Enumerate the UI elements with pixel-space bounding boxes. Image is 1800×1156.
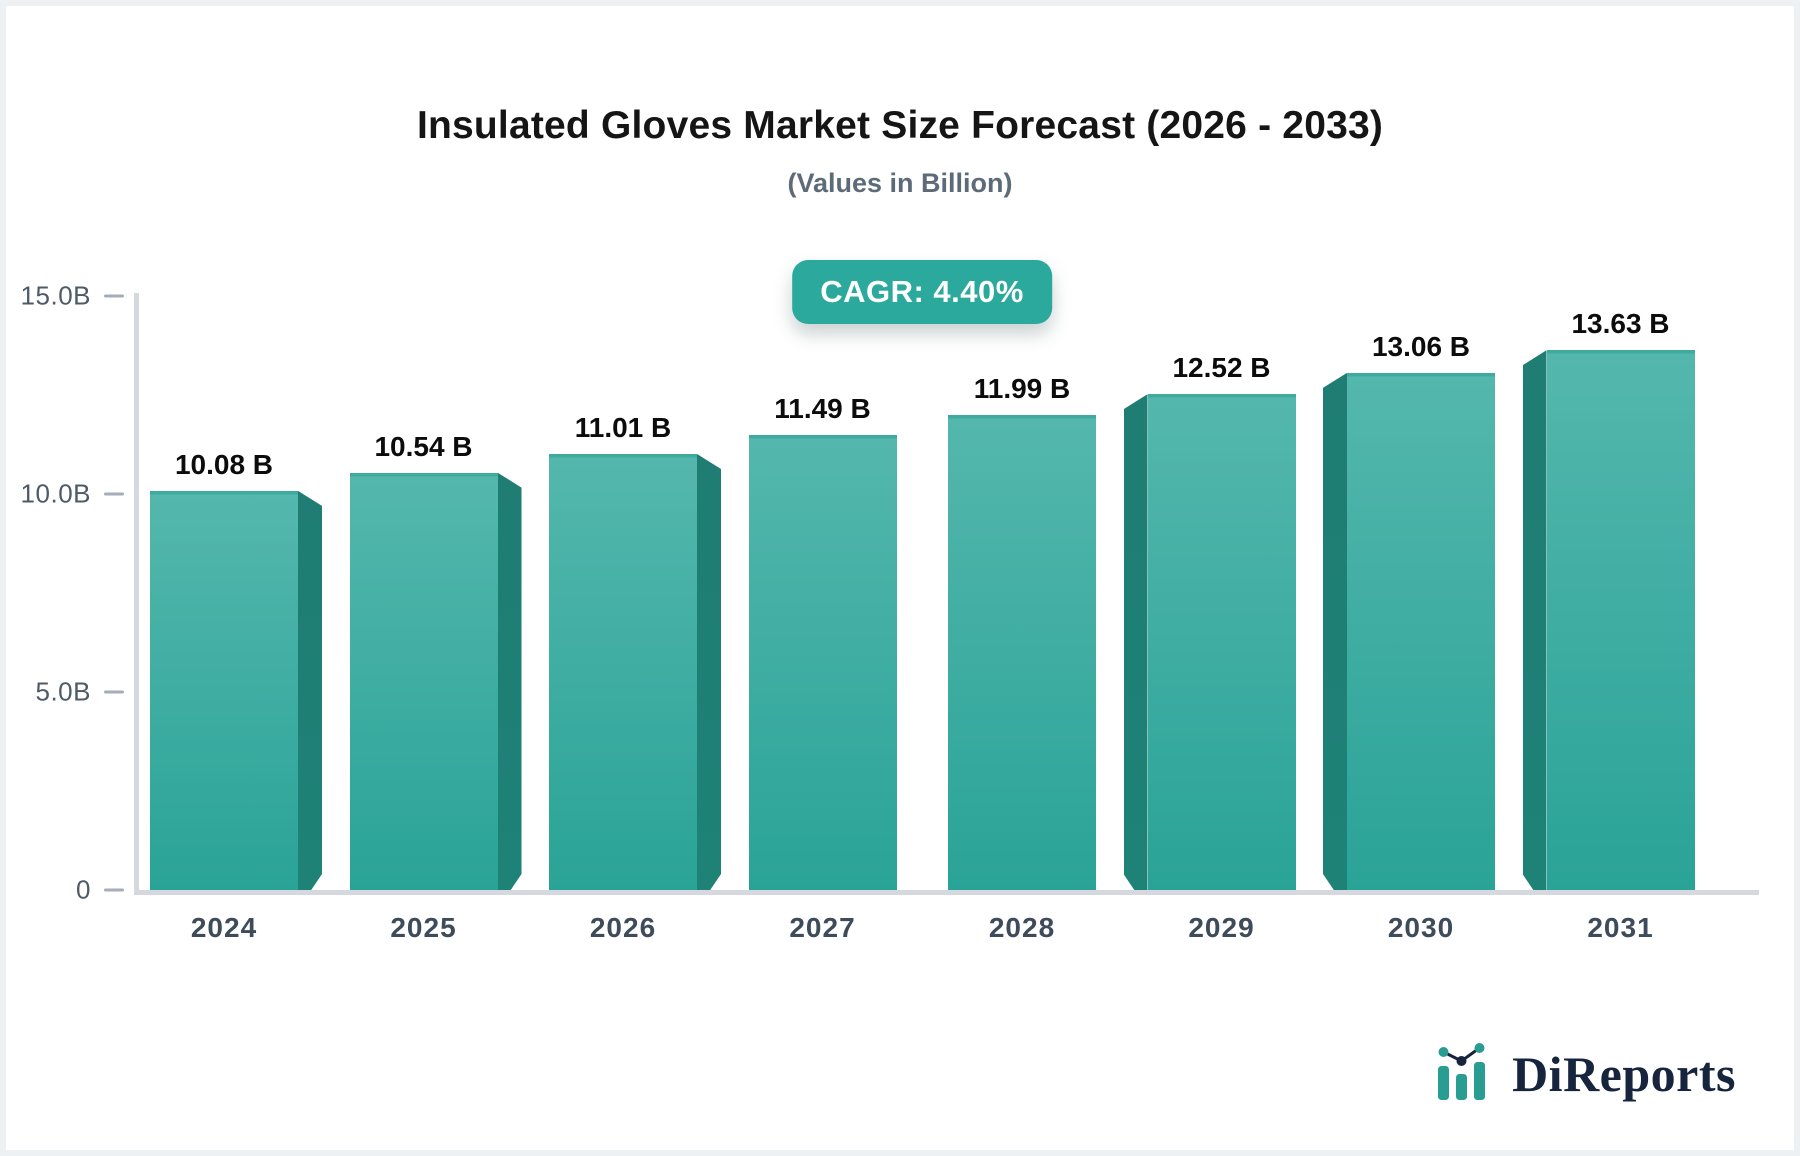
bar-side-2029 bbox=[1124, 394, 1148, 890]
bar-side-2025 bbox=[498, 473, 522, 890]
bar-value-label: 12.52 B bbox=[1172, 352, 1271, 384]
page-title: Insulated Gloves Market Size Forecast (2… bbox=[416, 104, 1384, 147]
logo: DiReports bbox=[1432, 1042, 1736, 1106]
bar-2025 bbox=[349, 472, 498, 890]
y-tick: 15.0B bbox=[6, 281, 124, 312]
x-axis-label: 2025 bbox=[390, 912, 457, 943]
y-tick-mark bbox=[104, 294, 124, 298]
bar-side-2024 bbox=[298, 491, 322, 890]
bar-2026 bbox=[549, 454, 697, 890]
x-axis-label: 2030 bbox=[1387, 912, 1455, 943]
x-axis-label: 2026 bbox=[589, 912, 657, 943]
bar-side-2030 bbox=[1323, 373, 1347, 890]
chart-area: 15.0B 10.0B 5.0B 0 10.08 B 2024 10.54 B 2025 11.… bbox=[6, 6, 1794, 1150]
bar-2028 bbox=[948, 415, 1096, 890]
bar-2031 bbox=[1546, 350, 1695, 890]
bar-value-label: 11.99 B bbox=[973, 373, 1071, 405]
chart-card: Insulated Gloves Market Size Forecast (2… bbox=[6, 6, 1794, 1150]
bar-value-label: 10.54 B bbox=[374, 430, 473, 462]
x-axis-label: 2024 bbox=[190, 912, 258, 943]
y-tick-label: 10.0B bbox=[20, 478, 91, 509]
y-tick-mark bbox=[104, 888, 124, 892]
bar-2024 bbox=[150, 490, 298, 890]
cagr-badge: CAGR: 4.40% bbox=[792, 260, 1052, 324]
bar-chart-logo-icon bbox=[1438, 1043, 1486, 1100]
bar-side-2026 bbox=[697, 454, 721, 890]
x-axis-label: 2029 bbox=[1188, 912, 1255, 943]
bar-value-label: 11.49 B bbox=[774, 392, 871, 424]
y-tick-label: 15.0B bbox=[20, 280, 91, 311]
y-axis-line bbox=[134, 293, 139, 895]
x-axis-baseline bbox=[134, 890, 1759, 895]
bar-2029 bbox=[1147, 394, 1296, 890]
y-tick: 5.0B bbox=[6, 677, 124, 708]
y-tick-mark bbox=[104, 690, 124, 694]
x-axis-label: 2027 bbox=[789, 912, 856, 943]
x-axis-label: 2031 bbox=[1587, 912, 1654, 943]
bar-value-label: 13.63 B bbox=[1571, 308, 1670, 340]
x-axis-label: 2028 bbox=[988, 912, 1056, 943]
bar-value-label: 11.01 B bbox=[574, 412, 672, 443]
bar-value-label: 10.08 B bbox=[174, 448, 274, 480]
bar-2027 bbox=[748, 434, 897, 890]
logo-text: DiReports bbox=[1512, 1046, 1736, 1102]
y-tick-mark bbox=[104, 492, 124, 496]
bar-value-label: 13.06 B bbox=[1371, 330, 1471, 362]
y-tick: 10.0B bbox=[6, 479, 124, 510]
y-tick-label: 0 bbox=[76, 874, 91, 905]
bar-2030 bbox=[1347, 372, 1495, 890]
y-tick: 0 bbox=[6, 875, 124, 906]
bar-side-2031 bbox=[1523, 350, 1547, 890]
y-tick-label: 5.0B bbox=[35, 676, 91, 707]
page-subtitle: (Values in Billion) bbox=[787, 168, 1013, 198]
